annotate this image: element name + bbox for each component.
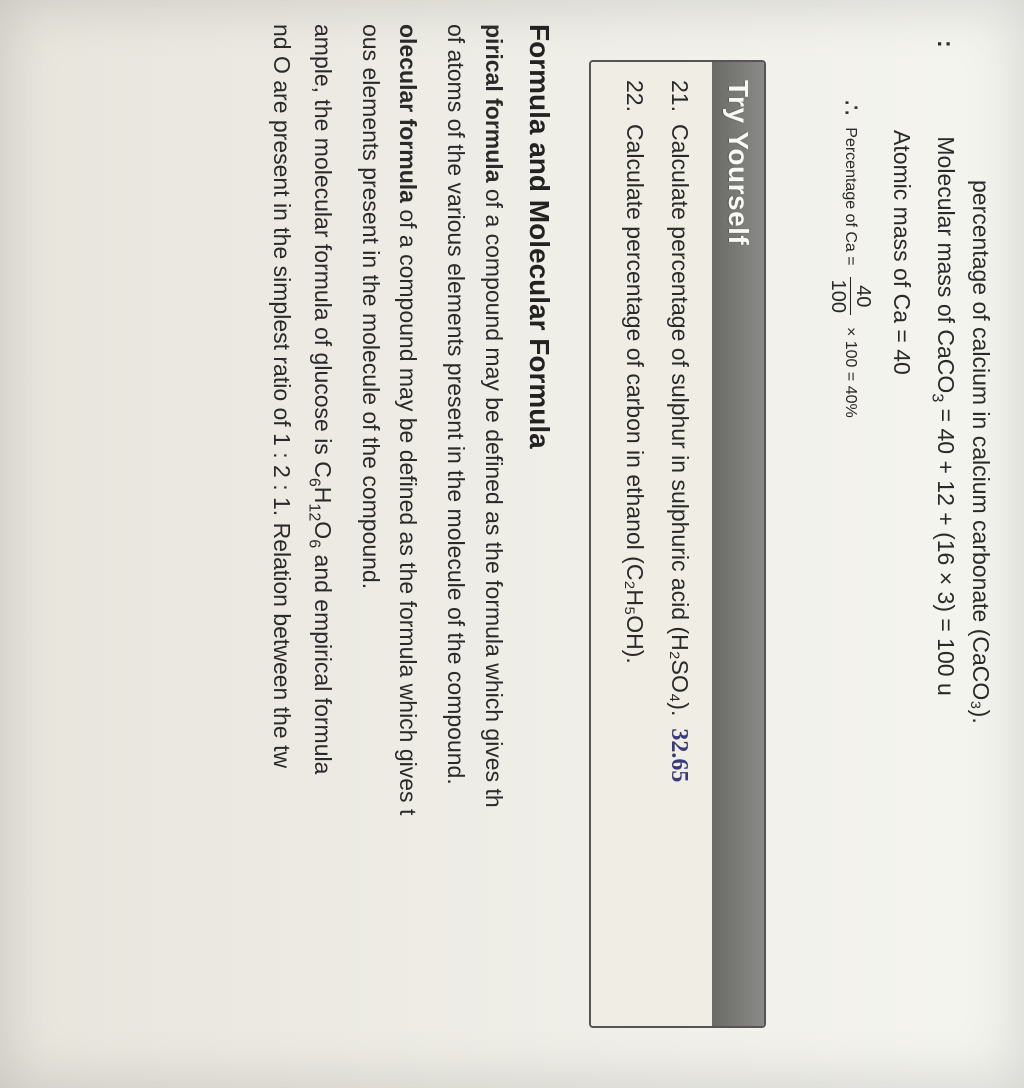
glucose-h: H xyxy=(310,487,336,504)
eq1-prefix: Molecular mass of CaCO xyxy=(933,136,959,393)
atomic-mass-line: Atomic mass of Ca = 40 xyxy=(885,130,920,1048)
q21-number: 21. xyxy=(659,80,697,124)
para5-post: and empirical formula xyxy=(310,548,336,774)
paragraph-empirical-2: of atoms of the various elements present… xyxy=(437,24,473,1048)
therefore-symbol: ∴ xyxy=(836,100,865,115)
eq3-prefix: Percentage of Ca = xyxy=(841,127,859,265)
molecular-rest: of a compound may be defined as the form… xyxy=(395,203,421,815)
try-yourself-header: Try Yourself xyxy=(712,62,764,1026)
empirical-rest: of a compound may be defined as the form… xyxy=(481,182,507,807)
try-yourself-box: Try Yourself 21. Calculate percentage of… xyxy=(589,60,766,1028)
glucose-hn: 12 xyxy=(305,503,323,521)
q22-number: 22. xyxy=(617,80,654,124)
q22-text: Calculate percentage of carbon in ethano… xyxy=(617,124,654,664)
page-content: percentage of calcium in calcium carbona… xyxy=(264,0,994,1088)
paragraph-ratio: nd O are present in the simplest ratio o… xyxy=(264,24,300,1048)
colon-marker: : xyxy=(929,40,964,70)
percentage-line: ∴ Percentage of Ca = 40 100 × 100 = 40% xyxy=(826,100,875,1048)
question-22: 22. Calculate percentage of carbon in et… xyxy=(617,80,654,1008)
empirical-bold: pirical formula xyxy=(481,24,507,182)
paragraph-example: ample, the molecular formula of glucose … xyxy=(301,24,340,1048)
paragraph-molecular-1: olecular formula of a compound may be de… xyxy=(390,24,426,1048)
molecular-mass-line: Molecular mass of CaCO3 = 40 + 12 + (16 … xyxy=(933,136,959,695)
paragraph-empirical-1: pirical formula of a compound may be def… xyxy=(475,24,511,1048)
eq1-sub: 3 xyxy=(928,393,946,402)
molecular-bold: olecular formula xyxy=(395,24,421,203)
glucose-on: 6 xyxy=(305,539,323,548)
fraction-denominator: 100 xyxy=(826,272,850,321)
paragraph-molecular-2: ous elements present in the molecule of … xyxy=(352,24,388,1048)
fraction-numerator: 40 xyxy=(850,277,875,315)
fraction: 40 100 xyxy=(826,272,875,321)
example-block: : Molecular mass of CaCO3 = 40 + 12 + (1… xyxy=(925,40,963,1048)
glucose-c: 6 xyxy=(305,478,323,487)
textbook-page: percentage of calcium in calcium carbona… xyxy=(0,0,1024,1088)
topic-fragment: percentage of calcium in calcium carbona… xyxy=(967,180,994,1048)
q21-text: Calculate percentage of sulphur in sulph… xyxy=(659,124,697,716)
glucose-o: O xyxy=(310,521,336,539)
section-heading: Formula and Molecular Formula xyxy=(523,24,555,1048)
question-21: 21. Calculate percentage of sulphur in s… xyxy=(659,80,697,1008)
q21-handwritten-answer: 32.65 xyxy=(659,728,697,782)
eq3-suffix: × 100 = 40% xyxy=(841,327,859,418)
try-yourself-body: 21. Calculate percentage of sulphur in s… xyxy=(591,62,712,1026)
para5-pre: ample, the molecular formula of glucose … xyxy=(310,24,336,478)
eq1-rest: = 40 + 12 + (16 × 3) = 100 u xyxy=(933,402,959,695)
